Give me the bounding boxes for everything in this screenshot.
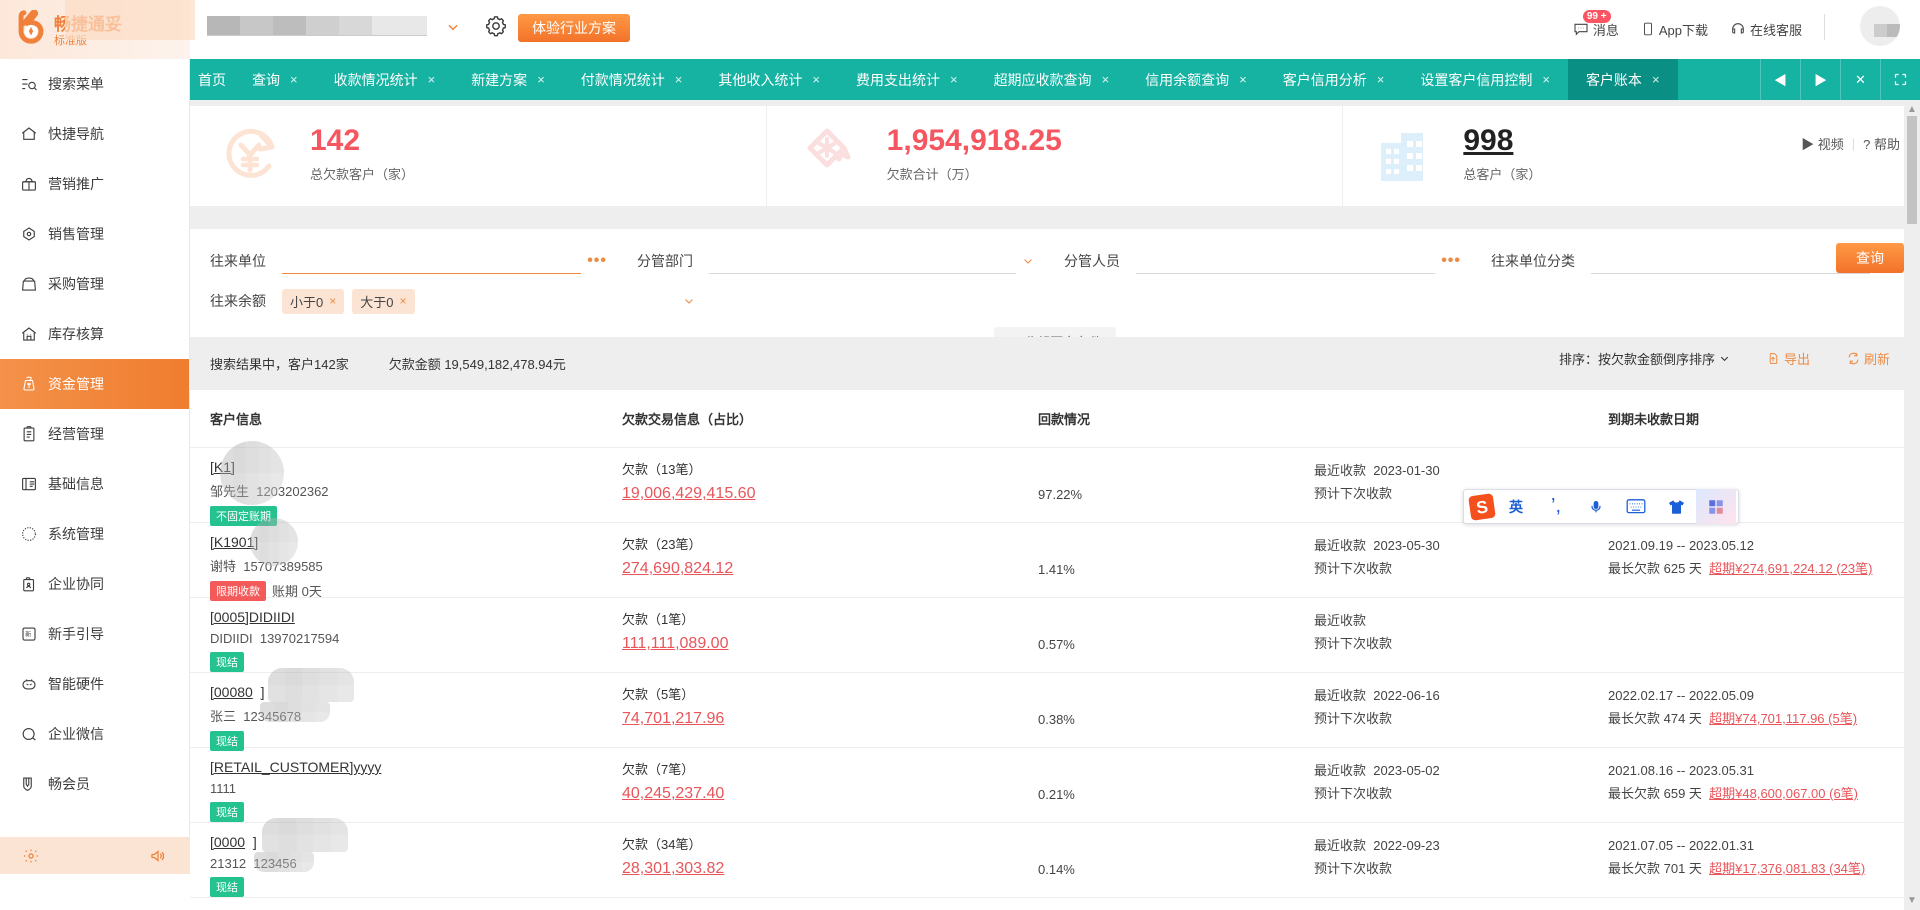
svg-text:新: 新: [25, 631, 31, 639]
